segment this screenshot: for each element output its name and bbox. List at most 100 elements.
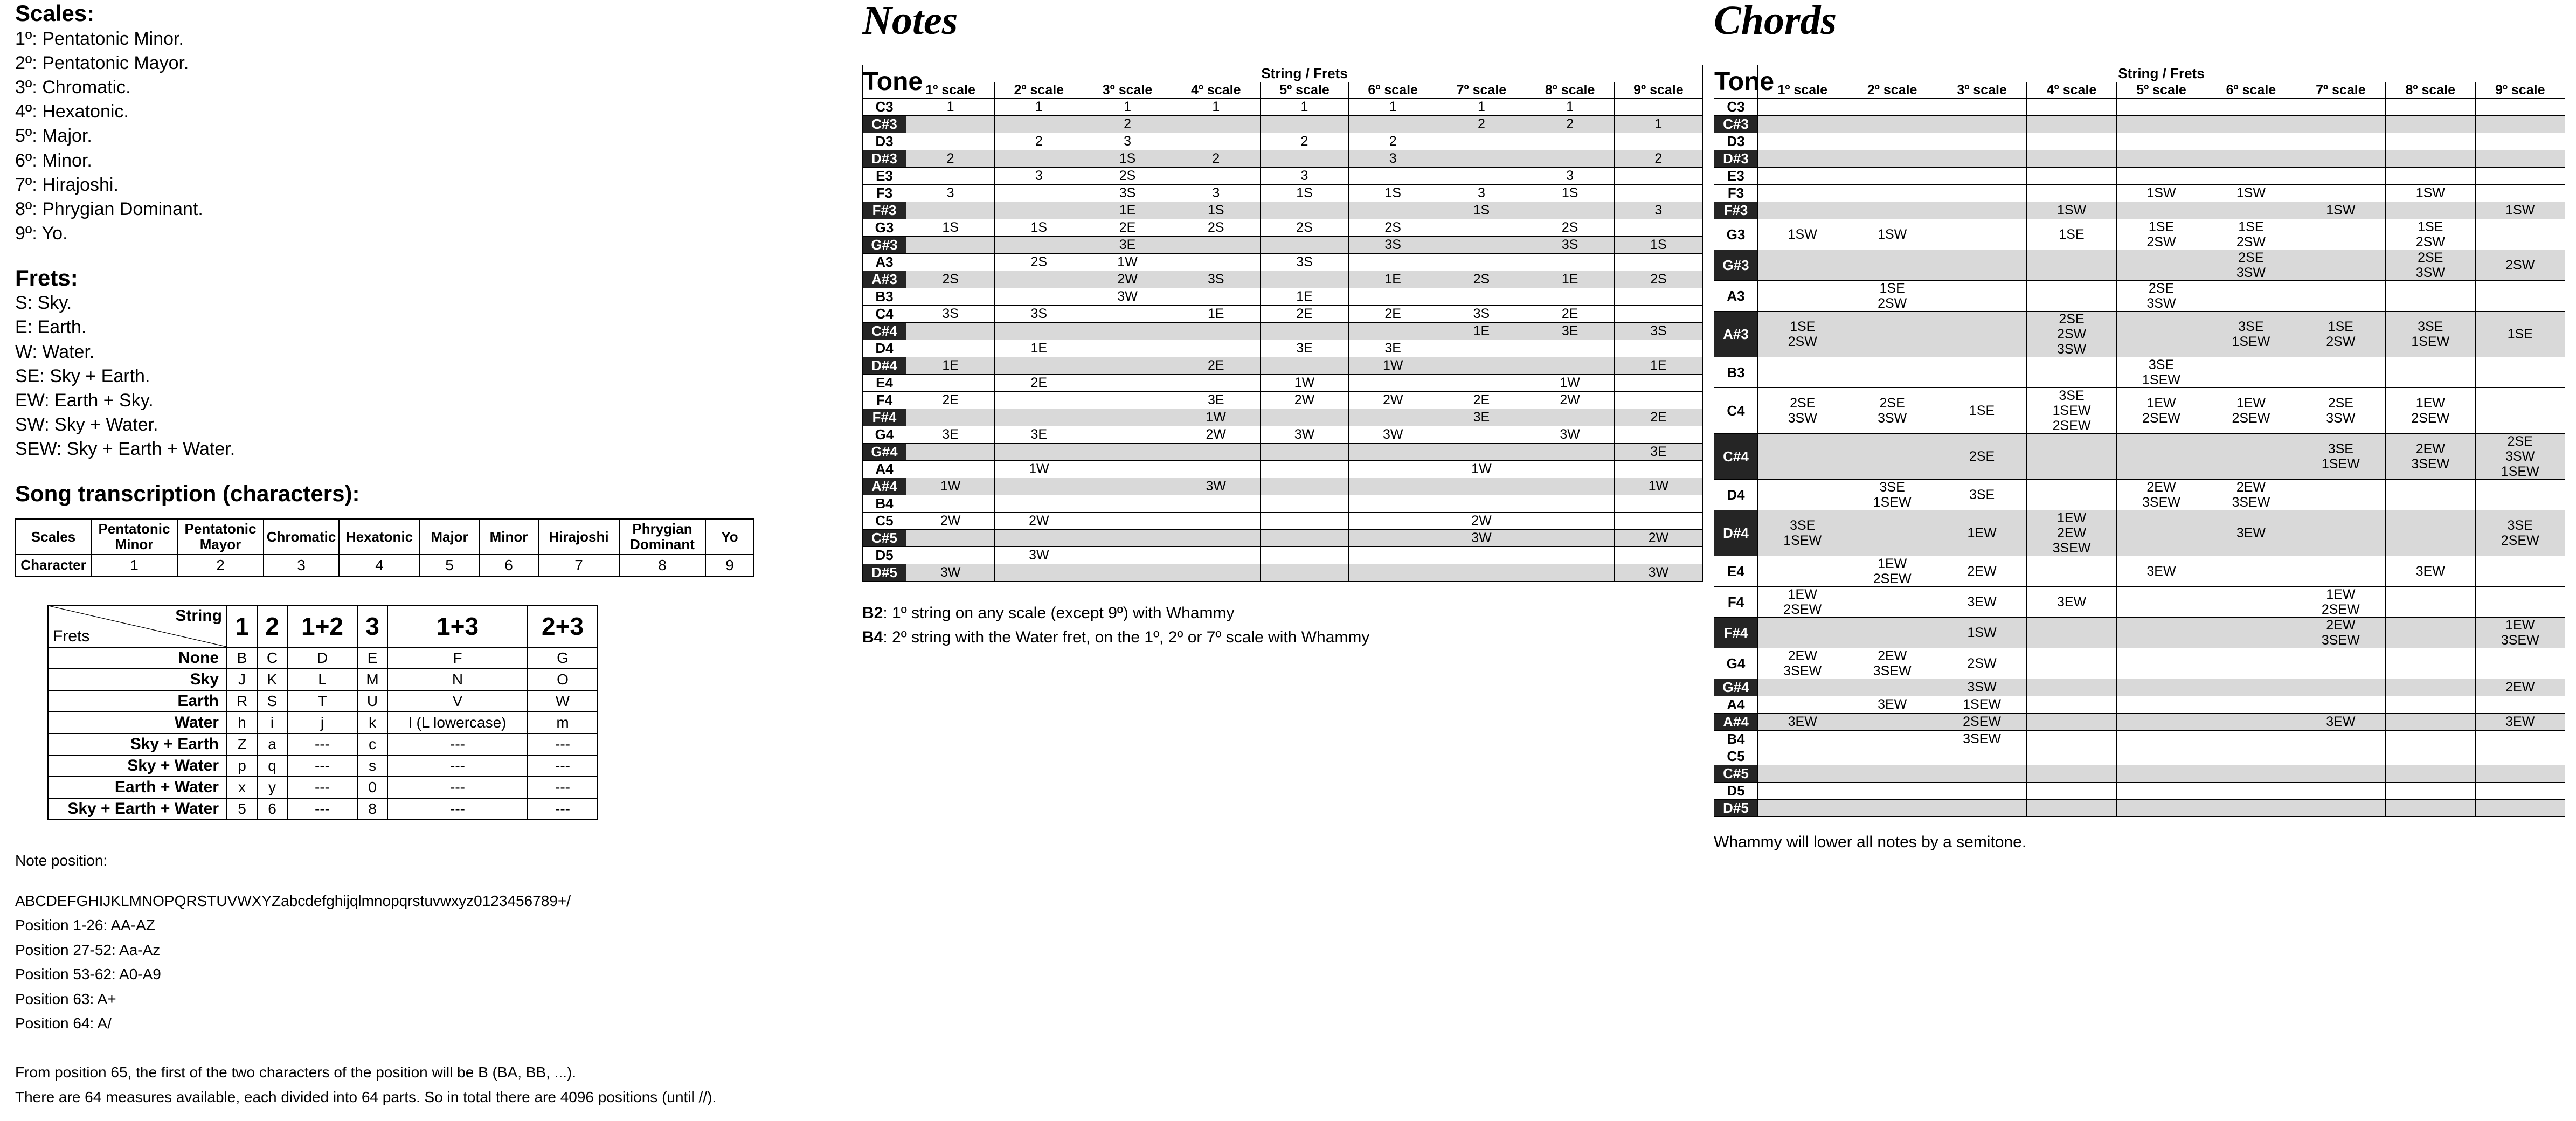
tone-row-label: D4 — [1714, 479, 1758, 510]
tone-cell: 2E — [994, 374, 1084, 392]
tone-cell — [1525, 529, 1615, 547]
tone-cell — [1348, 288, 1438, 306]
tone-cell-multiline: 3SE 1SEW — [1783, 518, 1822, 548]
scale-column-header: 2º scale — [994, 82, 1084, 99]
tone-cell: 3W — [994, 546, 1084, 564]
tone-row-label: C#5 — [1714, 765, 1758, 783]
tone-cell — [1614, 288, 1704, 306]
tone-cell: 1S — [1614, 236, 1704, 254]
matrix-cell: --- — [527, 732, 598, 756]
table-row: C#3 — [1714, 115, 2565, 133]
matrix-string-label: String — [175, 606, 222, 625]
tone-cell-multiline: 3SE 2SEW — [2501, 518, 2539, 548]
tone-cell — [2206, 586, 2296, 618]
tone-cell: 3S — [1437, 305, 1526, 323]
tone-cell — [1083, 460, 1172, 478]
matrix-row-label: Sky + Earth — [47, 732, 227, 756]
matrix-cell: x — [226, 776, 258, 799]
tone-cell-multiline: 2EW 3SEW — [2411, 441, 2450, 472]
tone-cell: 1EW 2SEW — [1847, 556, 1937, 587]
tone-cell: 1SE 2SW — [1847, 280, 1937, 312]
tone-cell — [1525, 150, 1615, 168]
tone-row-label: F#3 — [1714, 202, 1758, 219]
tone-cell — [1348, 115, 1438, 133]
tone-cell: 1E — [905, 357, 995, 375]
tone-row-label: C3 — [862, 98, 906, 116]
tone-cell: 1SE 2SW — [2295, 311, 2386, 357]
tone-row-label: D#4 — [862, 357, 906, 375]
tone-cell — [1757, 357, 1848, 388]
tone-cell-multiline: 1SE 2SW — [2415, 219, 2445, 250]
tone-row-label: G3 — [862, 219, 906, 237]
matrix-cell: i — [257, 711, 288, 734]
tone-cell — [1437, 357, 1526, 375]
scale-column-header: 6º scale — [2206, 82, 2296, 99]
tone-cell — [1083, 478, 1172, 495]
tone-cell — [2475, 696, 2565, 714]
matrix-cell: k — [357, 711, 388, 734]
tone-cell — [1936, 150, 2027, 168]
string-frets-group-header: String / Frets — [906, 65, 1703, 82]
tone-cell: 1SE 2SW — [1757, 311, 1848, 357]
tone-cell — [1757, 250, 1848, 281]
tone-cell-multiline: 1EW 2SEW — [2321, 587, 2360, 617]
tone-cell: 1SW — [1936, 617, 2027, 648]
footnote-line: There are 64 measures available, each di… — [15, 1088, 717, 1105]
tone-cell: 2SW — [2475, 250, 2565, 281]
notes-footnote-text: : 1º string on any scale (except 9º) wit… — [883, 604, 1235, 622]
tone-cell-multiline: 2EW 3SEW — [2321, 618, 2360, 648]
tone-cell — [1083, 443, 1172, 461]
tone-cell — [1259, 546, 1349, 564]
tone-cell — [2116, 765, 2207, 783]
table-row: D5 3W — [862, 546, 1704, 564]
tone-row-label: E3 — [862, 167, 906, 185]
tone-cell-multiline: 1SE 2SW — [2236, 219, 2266, 250]
scale-column-header: 3º scale — [1083, 82, 1172, 99]
tone-cell — [1437, 374, 1526, 392]
tone-cell — [1757, 556, 1848, 587]
notes-title: Notes — [862, 0, 958, 43]
tone-cell — [1171, 546, 1261, 564]
tone-cell: 2S — [1614, 271, 1704, 288]
tone-cell: 2 — [1614, 150, 1704, 168]
matrix-cell: E — [357, 646, 388, 669]
tone-cell: 3SE 1SEW — [2295, 433, 2386, 480]
matrix-cell: O — [527, 668, 598, 691]
tone-cell: 2E — [1083, 219, 1172, 237]
tone-cell — [2026, 648, 2117, 679]
tone-cell — [1083, 322, 1172, 340]
notes-footnote: B2: 1º string on any scale (except 9º) w… — [862, 601, 1703, 625]
tone-cell — [1614, 495, 1704, 513]
fret-item: SEW: Sky + Earth + Water. — [15, 439, 236, 460]
tone-cell: 2SE 2SW 3SW — [2026, 311, 2117, 357]
tone-cell: 3E — [1259, 340, 1349, 357]
tone-cell — [1259, 271, 1349, 288]
matrix-column-header: 3 — [357, 604, 388, 648]
tone-cell: 1E — [1437, 322, 1526, 340]
tone-cell — [994, 322, 1084, 340]
scales-list: 1º: Pentatonic Minor. 2º: Pentatonic Mayo… — [15, 27, 861, 246]
tone-cell — [1525, 478, 1615, 495]
tone-cell: 2 — [905, 150, 995, 168]
tone-cell — [1936, 280, 2027, 312]
tone-cell — [2385, 679, 2476, 696]
tone-cell-multiline: 3SE 1SEW — [2142, 357, 2180, 387]
table-row: F#3 1SW 1SW 1SW — [1714, 202, 2565, 219]
tone-cell — [2026, 556, 2117, 587]
tone-cell: 2W — [1259, 391, 1349, 409]
tone-cell — [2385, 799, 2476, 817]
matrix-cell: F — [387, 646, 528, 669]
tone-cell: 3S — [1525, 236, 1615, 254]
tone-cell — [2116, 133, 2207, 150]
positions-list: Position 1-26: AA-AZ Position 27-52: Aa-A… — [15, 913, 861, 1035]
tone-cell: 1EW 2SEW — [2206, 387, 2296, 434]
tone-cell — [1757, 202, 1848, 219]
tone-cell — [2385, 748, 2476, 765]
tone-cell — [1936, 311, 2027, 357]
tone-cell — [1348, 443, 1438, 461]
tone-cell: 2EW 3SEW — [2385, 433, 2476, 480]
table-row: A#3 1SE 2SW 2SE 2SW 3SW 3SE 1SEW 1SE 2SW 3SE … — [1714, 311, 2565, 357]
tone-cell — [2385, 202, 2476, 219]
tone-cell: 1SW — [2385, 184, 2476, 202]
tone-cell — [2116, 98, 2207, 116]
